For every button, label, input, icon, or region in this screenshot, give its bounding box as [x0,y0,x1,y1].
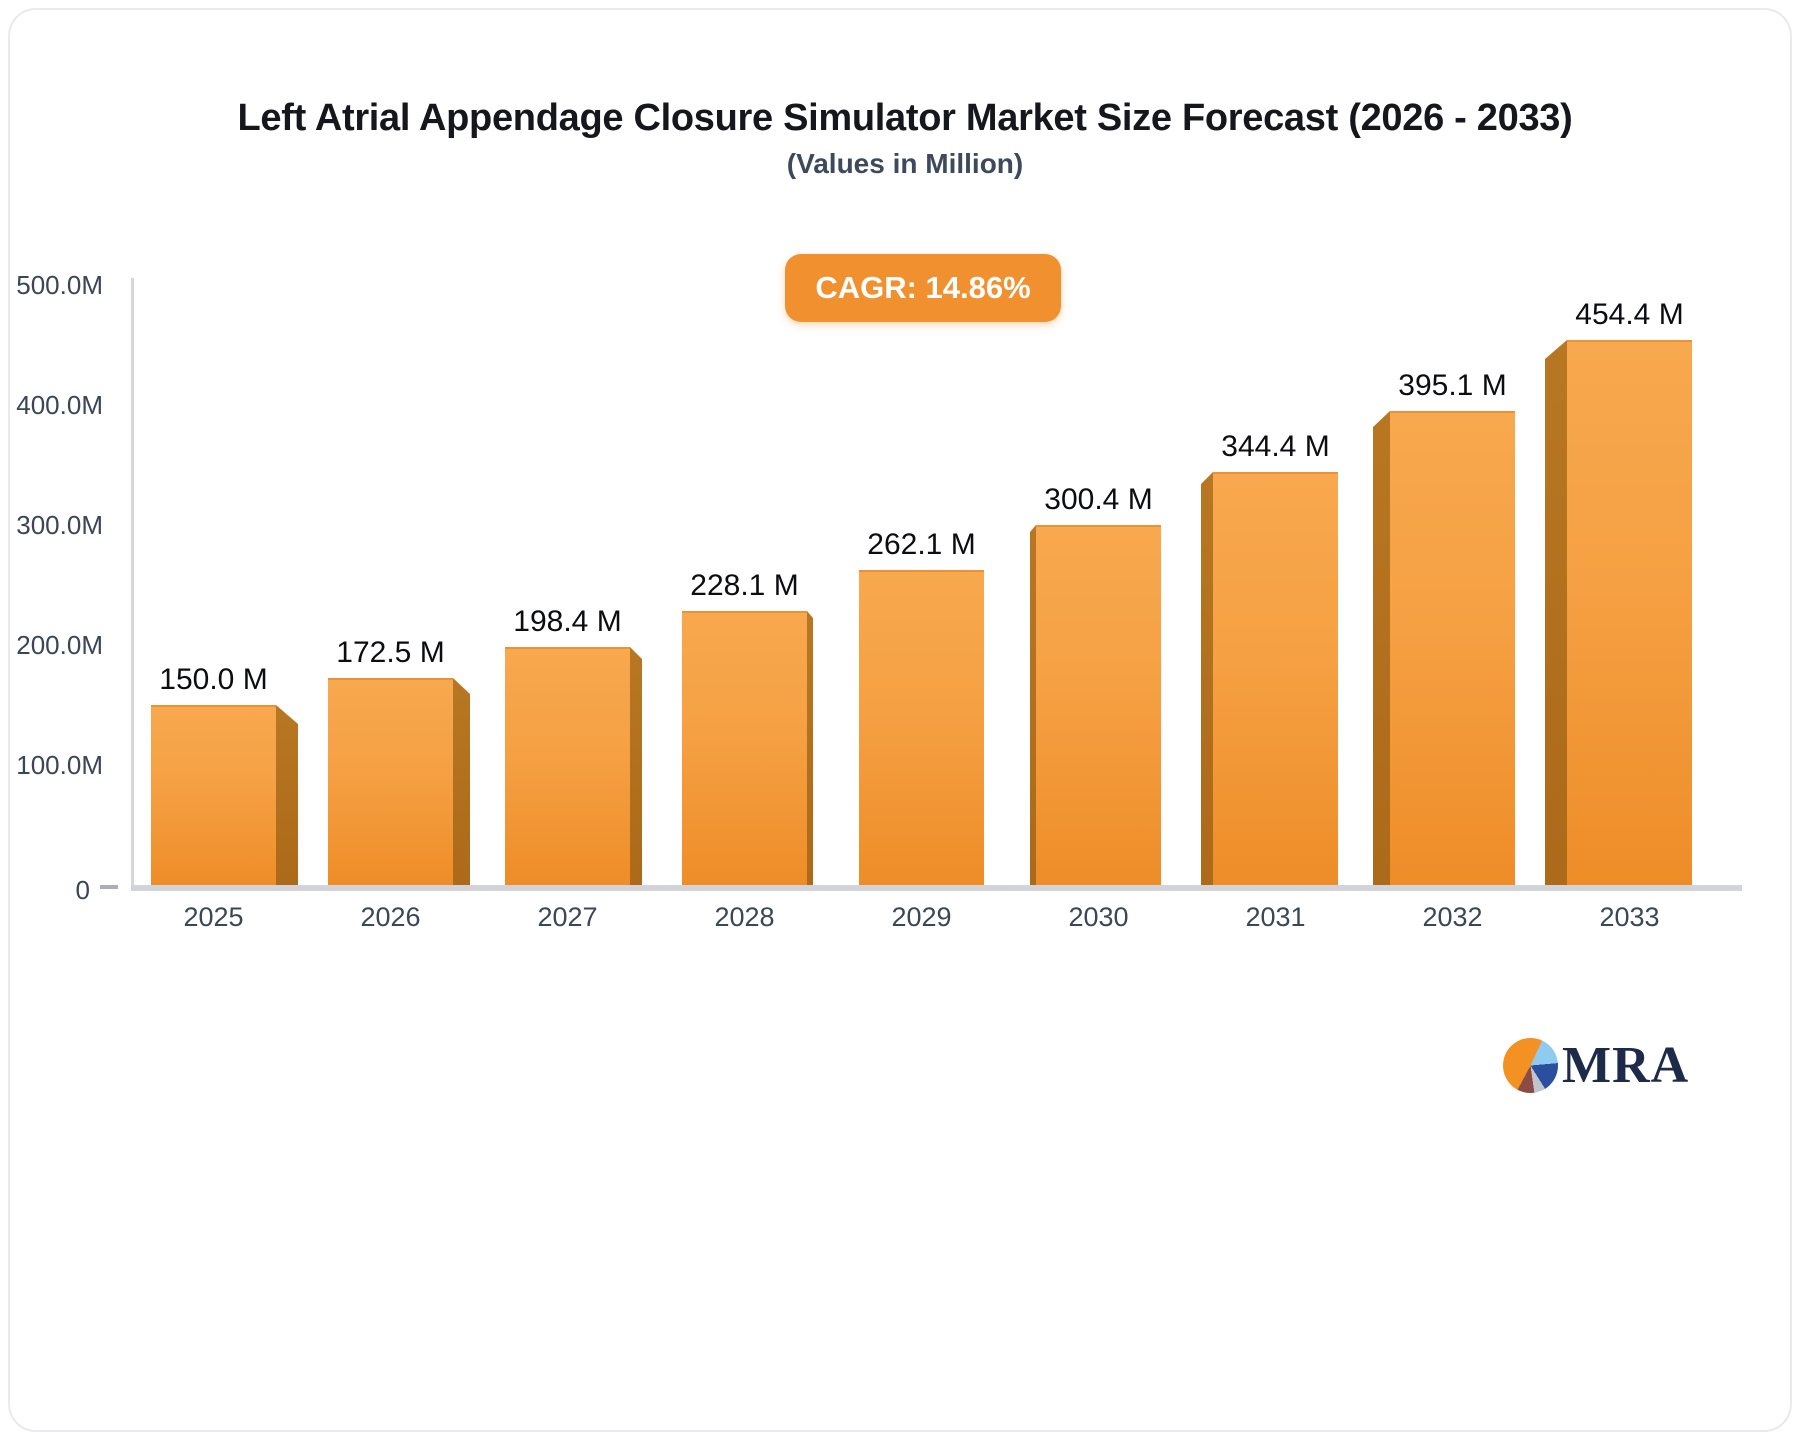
bar [328,678,453,885]
pie-chart-icon [1503,1038,1558,1093]
bar-value-label: 150.0 M [159,663,268,696]
bar-side-face [276,705,298,885]
y-axis-label: 200.0M [16,630,103,660]
bar-side-face [453,678,470,885]
y-axis-label: 500.0M [16,270,103,300]
brand-logo: MRA [1503,1036,1689,1095]
x-axis-label: 2030 [1068,902,1129,932]
bar [682,611,807,885]
y-axis-line [131,278,134,888]
bar [1390,411,1515,885]
x-axis-label: 2031 [1245,902,1306,932]
bar-value-label: 454.4 M [1575,298,1684,331]
x-axis-label: 2028 [714,902,775,932]
bar [151,705,276,885]
x-axis-label: 2032 [1422,902,1483,932]
bar-value-label: 198.4 M [513,605,622,638]
bar [1036,525,1161,885]
bar-value-label: 172.5 M [336,636,445,669]
bar-value-label: 228.1 M [690,569,799,602]
bar-side-face [1373,411,1390,885]
chart-subtitle: (Values in Million) [786,148,1024,179]
bar-value-label: 300.4 M [1044,483,1153,516]
x-axis-label: 2029 [891,902,952,932]
cagr-badge: CAGR: 14.86% [785,254,1061,322]
bar [859,570,984,885]
bar-side-face [1201,472,1213,885]
y-axis-label: 100.0M [16,750,103,780]
bar-side-face [1030,525,1036,885]
y-axis-label: 300.0M [16,510,103,540]
bar-side-face [630,647,642,885]
bar [1213,472,1338,885]
bar [505,647,630,885]
bar-side-face [1545,340,1567,885]
x-axis-line [131,885,1742,891]
bar-side-face [807,611,813,885]
bar-value-label: 344.4 M [1221,430,1330,463]
x-axis-label: 2033 [1599,902,1660,932]
chart-title: Left Atrial Appendage Closure Simulator … [237,97,1573,139]
y-axis-label: 0 [75,875,90,905]
bar [1567,340,1692,885]
brand-text: MRA [1562,1037,1690,1094]
bar-value-label: 395.1 M [1398,369,1507,402]
bar-value-label: 262.1 M [867,528,976,561]
x-axis-label: 2025 [183,902,244,932]
zero-tick-mark [100,885,118,889]
y-axis-label: 400.0M [16,390,103,420]
x-axis-label: 2027 [537,902,598,932]
x-axis-label: 2026 [360,902,421,932]
